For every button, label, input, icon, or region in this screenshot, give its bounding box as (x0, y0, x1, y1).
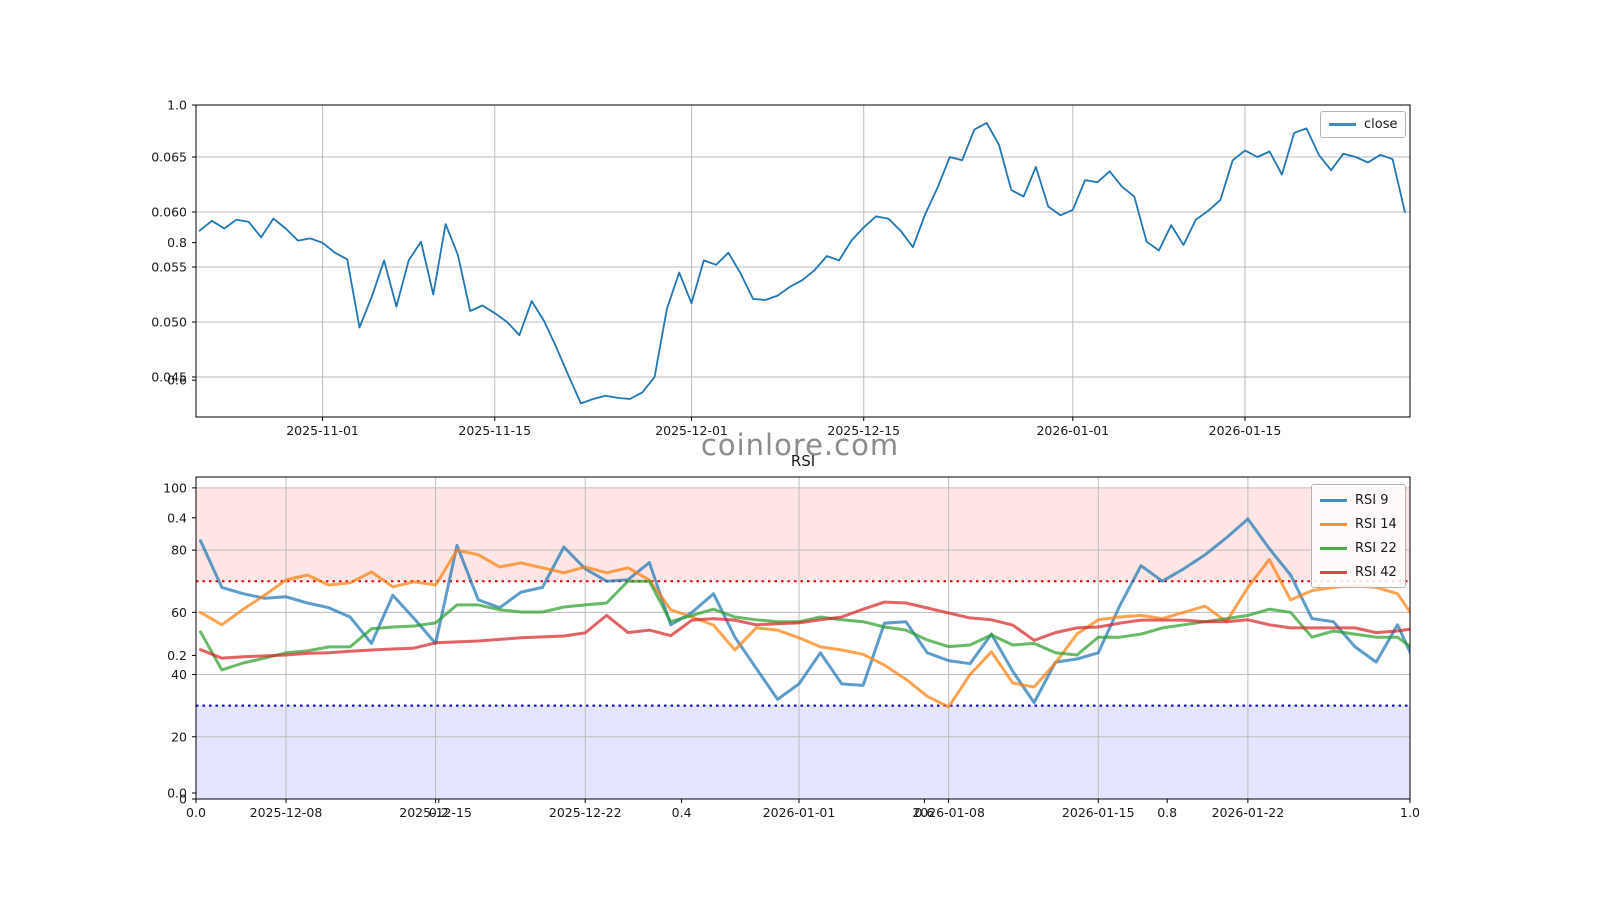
rsi-x-tick-label: 2025-12-08 (250, 805, 323, 820)
secondary-x-tick-label: 0.0 (186, 805, 206, 820)
rsi22-legend-label: RSI 22 (1355, 540, 1397, 556)
rsi-legend-row-rsi22: RSI 22 (1320, 536, 1397, 560)
price-x-tick-label: 2025-12-01 (655, 423, 728, 438)
rsi14-legend-line-icon (1320, 522, 1347, 526)
secondary-y-tick-label: 0.8 (167, 235, 187, 250)
secondary-y-tick-label: 0.0 (167, 786, 187, 801)
rsi-42-line (199, 600, 1410, 660)
rsi-x-tick-label: 2026-01-22 (1212, 805, 1285, 820)
secondary-x-tick-label: 0.6 (914, 805, 934, 820)
rsi-y-tick-label: 60 (171, 605, 187, 620)
price-legend-row-close: close (1329, 115, 1397, 134)
price-x-tick-label: 2025-12-15 (827, 423, 900, 438)
price-grid (196, 105, 1410, 417)
rsi-x-tick-label: 2026-01-15 (1062, 805, 1135, 820)
price-y-tick-label: 0.050 (151, 314, 187, 329)
rsi-plot-border (195, 476, 1411, 800)
price-x-tick-label: 2025-11-15 (458, 423, 531, 438)
rsi-x-tick-label: 2025-12-22 (549, 805, 622, 820)
rsi-x-tick-label: 2025-12-15 (399, 805, 472, 820)
secondary-x-tick-label: 0.2 (429, 805, 449, 820)
rsi42-legend-line-icon (1320, 570, 1347, 574)
rsi-legend-row-rsi14: RSI 14 (1320, 512, 1397, 536)
secondary-y-tick-label: 0.2 (167, 648, 187, 663)
secondary-y-tick-label: 0.4 (167, 510, 187, 525)
rsi-9-line (199, 517, 1410, 705)
secondary-x-tick-label: 0.4 (672, 805, 692, 820)
rsi-14-line (199, 548, 1410, 709)
rsi-panel-title: RSI (790, 452, 816, 470)
rsi-x-tick-label: 2026-01-08 (912, 805, 985, 820)
rsi-y-axis-labels: 0 20 40 60 80 100 (163, 480, 196, 807)
secondary-figure-axis-labels: 1.0 0.8 0.6 0.4 0.2 0.0 0.0 0.2 0.4 0.6 0.8 1.0 (167, 98, 1420, 821)
rsi-y-tick-label: 40 (171, 667, 187, 682)
price-x-tick-label: 2026-01-01 (1036, 423, 1109, 438)
price-y-tick-label: 0.045 (151, 369, 187, 384)
price-plot-border (195, 104, 1411, 418)
price-y-tick-label: 0.060 (151, 205, 187, 220)
close-legend-line-icon (1329, 123, 1356, 126)
rsi-y-tick-label: 0 (179, 792, 187, 807)
rsi9-legend-label: RSI 9 (1355, 492, 1389, 508)
secondary-x-tick-label: 0.8 (1157, 805, 1177, 820)
close-line (198, 122, 1406, 405)
price-y-axis-labels: 0.045 0.050 0.055 0.060 0.065 (151, 150, 196, 384)
secondary-y-tick-label: 0.6 (167, 373, 187, 388)
price-y-tick-label: 0.065 (151, 150, 187, 165)
price-legend: close (1320, 111, 1407, 138)
rsi-legend-row-rsi42: RSI 42 (1320, 560, 1397, 584)
rsi-legend: RSI 9 RSI 14 RSI 22 RSI 42 (1311, 484, 1406, 588)
rsi-legend-row-rsi9: RSI 9 (1320, 488, 1397, 512)
rsi-y-tick-label: 100 (163, 480, 187, 495)
rsi-x-axis-labels: 2025-12-08 2025-12-15 2025-12-22 2026-01-01… (250, 799, 1285, 820)
price-x-tick-label: 2025-11-01 (286, 423, 359, 438)
rsi-y-tick-label: 80 (171, 543, 187, 558)
rsi-y-tick-label: 20 (171, 729, 187, 744)
watermark: coinlore.com (700, 428, 900, 462)
rsi-x-tick-label: 2026-01-01 (763, 805, 836, 820)
oversold-band (196, 705, 1410, 799)
overbought-band (196, 487, 1410, 582)
rsi14-legend-label: RSI 14 (1355, 516, 1397, 532)
price-x-tick-label: 2026-01-15 (1209, 423, 1282, 438)
rsi42-legend-label: RSI 42 (1355, 564, 1397, 580)
rsi-22-line (199, 579, 1410, 672)
close-legend-label: close (1364, 117, 1398, 132)
rsi9-legend-line-icon (1320, 498, 1347, 502)
price-x-axis-labels: 2025-11-01 2025-11-15 2025-12-01 2025-12-15… (286, 417, 1281, 438)
secondary-x-tick-label: 1.0 (1400, 805, 1420, 820)
rsi22-legend-line-icon (1320, 546, 1347, 550)
price-y-tick-label: 0.055 (151, 259, 187, 274)
secondary-y-tick-label: 1.0 (167, 98, 187, 113)
